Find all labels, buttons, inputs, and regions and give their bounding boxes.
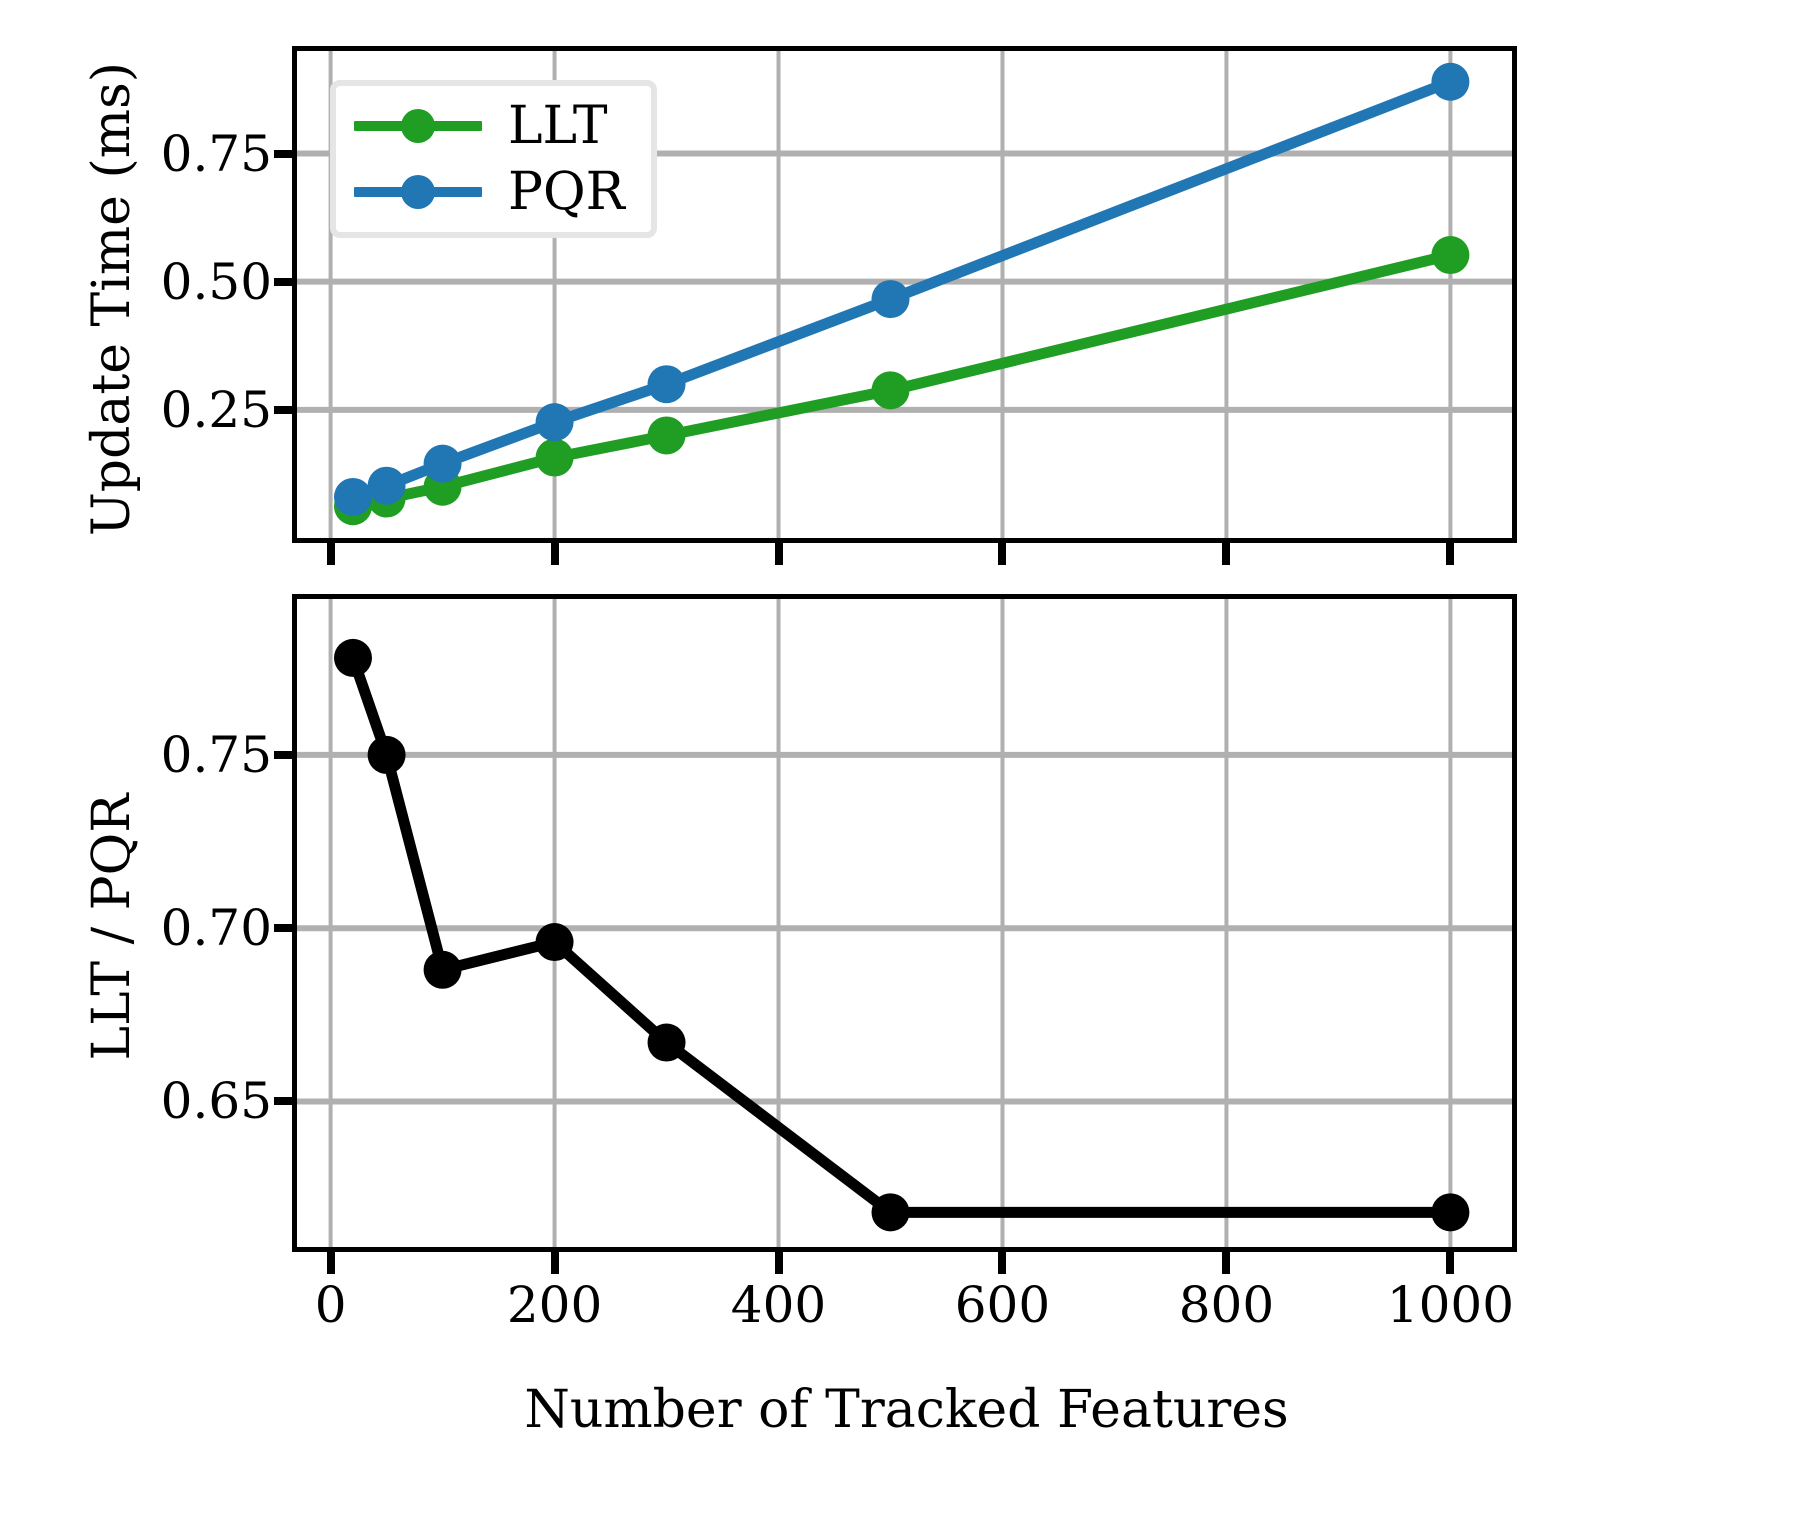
legend-label-pqr: PQR	[508, 162, 625, 222]
axis-tick-mark	[550, 543, 559, 565]
bottom-ytick-label: 0.70	[160, 899, 272, 958]
axis-tick-mark	[274, 405, 296, 414]
top-ytick-label: 0.50	[160, 252, 272, 311]
legend[interactable]: LLT PQR	[330, 80, 657, 238]
axis-tick-mark	[1222, 1252, 1231, 1274]
xtick-label: 0	[314, 1276, 347, 1334]
ratio-panel	[292, 594, 1517, 1252]
axis-tick-mark	[274, 750, 296, 759]
axis-tick-mark	[774, 543, 783, 565]
xtick-label: 200	[506, 1276, 603, 1334]
legend-dot-icon	[401, 109, 435, 143]
axis-tick-mark	[774, 1252, 783, 1274]
bottom-ytick-label: 0.65	[160, 1072, 272, 1131]
axis-tick-mark	[1222, 543, 1231, 565]
ratio-plot-area	[297, 599, 1512, 1247]
bottom-ytick-label: 0.75	[160, 725, 272, 784]
axis-tick-mark	[1446, 1252, 1455, 1274]
xtick-label: 1000	[1386, 1276, 1515, 1334]
legend-marker-llt	[354, 105, 482, 147]
xtick-label: 400	[730, 1276, 827, 1334]
legend-marker-pqr	[354, 171, 482, 213]
axis-tick-mark	[326, 543, 335, 565]
legend-dot-icon	[401, 175, 435, 209]
axis-tick-mark	[274, 1097, 296, 1106]
legend-entry-llt[interactable]: LLT	[354, 100, 625, 152]
axis-tick-mark	[998, 1252, 1007, 1274]
axis-tick-mark	[1446, 543, 1455, 565]
axis-tick-mark	[550, 1252, 559, 1274]
top-ytick-label: 0.75	[160, 124, 272, 183]
axis-tick-mark	[326, 1252, 335, 1274]
xtick-label: 600	[954, 1276, 1051, 1334]
legend-entry-pqr[interactable]: PQR	[354, 166, 625, 218]
top-ylabel: Update Time (ms)	[82, 61, 142, 536]
xtick-label: 800	[1178, 1276, 1275, 1334]
xaxis-label: Number of Tracked Features	[524, 1380, 1289, 1440]
axis-tick-mark	[274, 149, 296, 158]
axis-tick-mark	[274, 277, 296, 286]
top-ytick-label: 0.25	[160, 380, 272, 439]
axis-tick-mark	[998, 543, 1007, 565]
axis-tick-mark	[274, 924, 296, 933]
legend-label-llt: LLT	[508, 96, 608, 156]
xtick-group: 0 200 400 600 800 1000	[0, 1276, 1813, 1346]
bottom-ylabel: LLT / PQR	[82, 793, 142, 1061]
